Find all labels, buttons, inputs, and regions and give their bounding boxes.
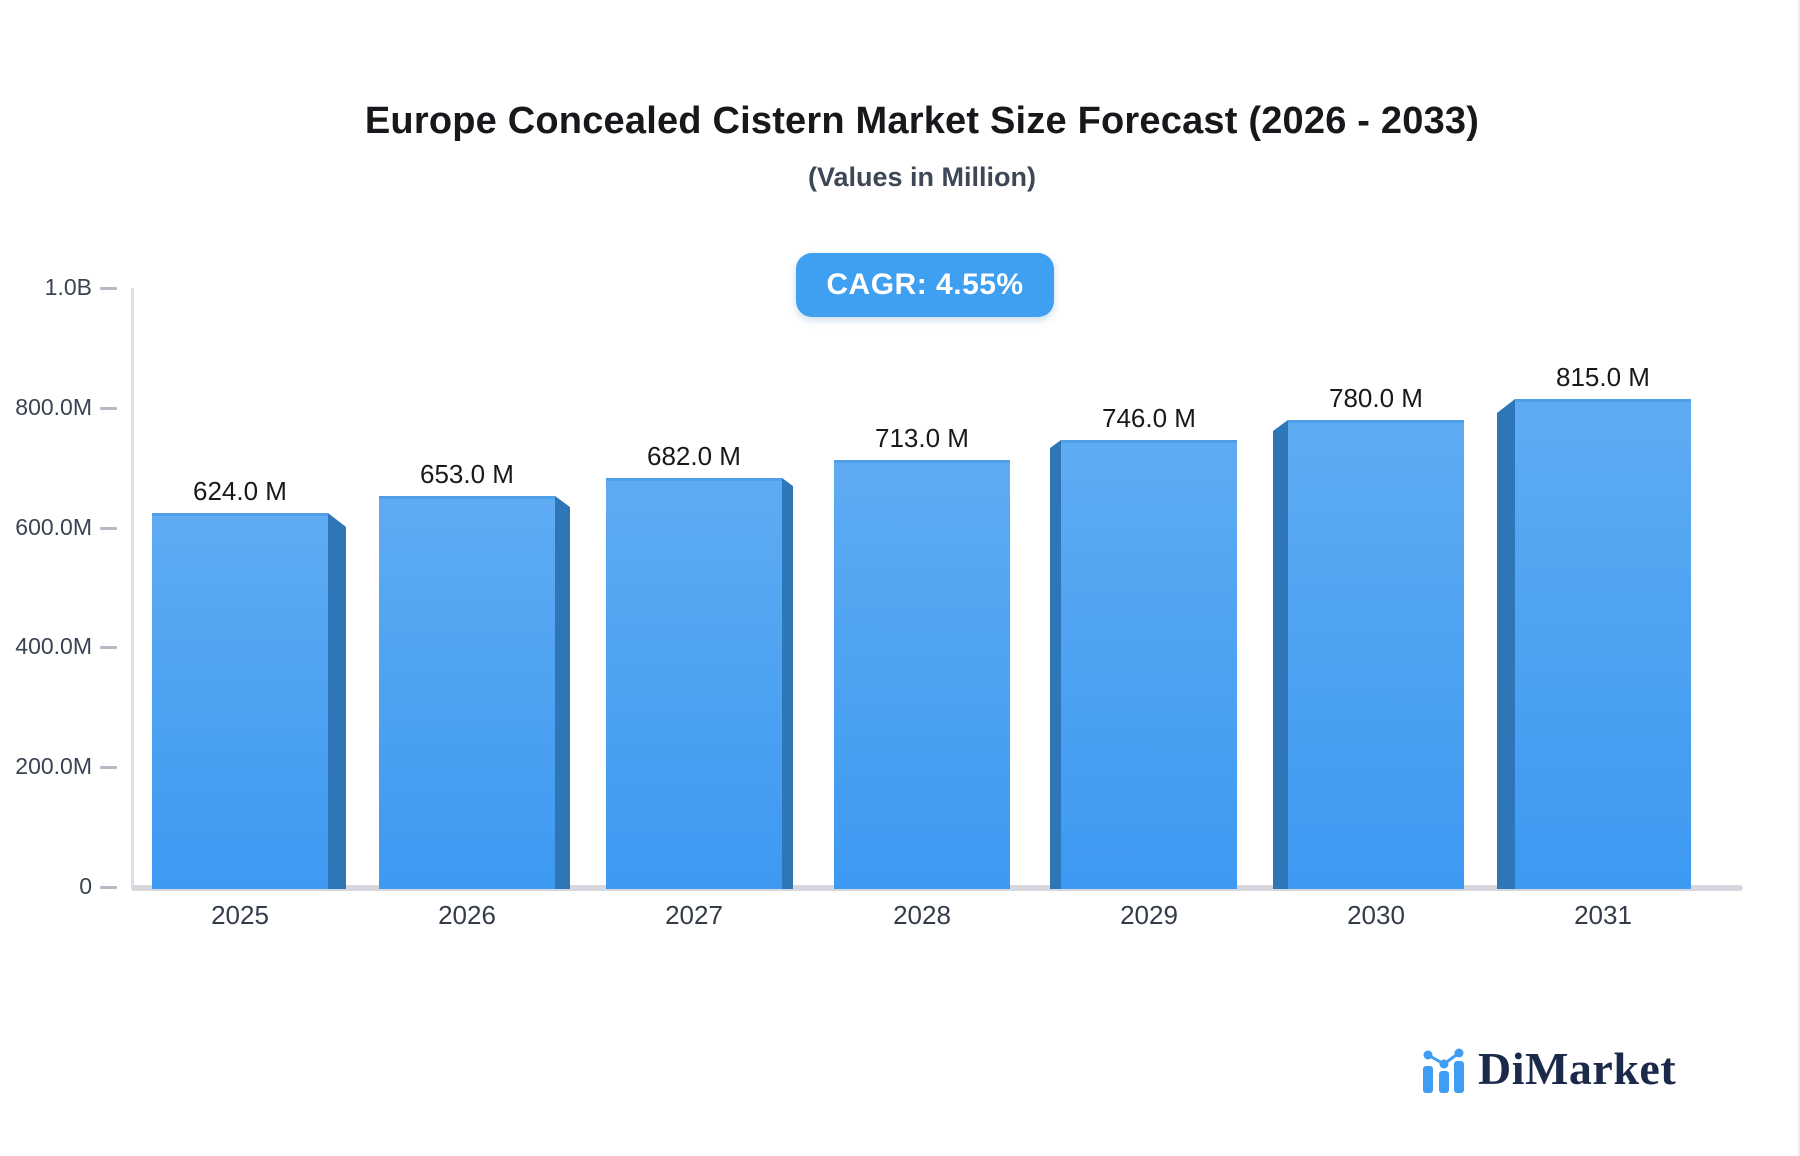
bar-side-2029 bbox=[1050, 440, 1061, 889]
bar-2026[interactable] bbox=[379, 496, 570, 889]
dimarket-logo: DiMarket bbox=[1404, 1038, 1676, 1094]
bar-face-2031 bbox=[1515, 399, 1691, 889]
bar-value-label: 780.0 M bbox=[1329, 383, 1423, 413]
bar-side-2027 bbox=[782, 478, 793, 889]
bar-2030[interactable] bbox=[1273, 420, 1464, 889]
dimarket-logo-text: DiMarket bbox=[1478, 1043, 1677, 1094]
bar-value-label: 746.0 M bbox=[1102, 403, 1196, 433]
y-axis-label: 400.0M bbox=[15, 633, 92, 659]
chart-title: Europe Concealed Cistern Market Size For… bbox=[364, 100, 1480, 142]
y-axis-tick bbox=[100, 886, 117, 889]
x-axis-label: 2030 bbox=[1347, 900, 1405, 930]
bar-2029[interactable] bbox=[1050, 440, 1237, 889]
bar-2025[interactable] bbox=[152, 513, 346, 889]
cagr-badge-row: CAGR: 4.55% bbox=[0, 253, 1800, 317]
bar-value-label: 713.0 M bbox=[875, 423, 969, 453]
bar-face-2029 bbox=[1061, 440, 1237, 889]
bar-value-label: 682.0 M bbox=[647, 441, 741, 471]
bar-2031[interactable] bbox=[1497, 399, 1691, 889]
bar-face-2030 bbox=[1288, 420, 1464, 889]
y-axis-line bbox=[131, 288, 134, 888]
y-axis-label: 800.0M bbox=[15, 394, 92, 420]
bar-side-2025 bbox=[328, 513, 346, 889]
bar-2027[interactable] bbox=[606, 478, 793, 889]
y-axis-tick bbox=[100, 527, 117, 530]
x-axis-label: 2028 bbox=[893, 900, 951, 930]
cagr-badge: CAGR: 4.55% bbox=[796, 253, 1054, 317]
bar-face-2028 bbox=[834, 460, 1010, 889]
y-axis-label: 0 bbox=[79, 873, 92, 899]
y-axis-tick bbox=[100, 287, 117, 290]
y-axis-label: 600.0M bbox=[15, 514, 92, 540]
bar-side-2030 bbox=[1273, 420, 1288, 889]
bar-side-2026 bbox=[555, 496, 570, 889]
y-axis-label: 1.0B bbox=[44, 274, 92, 300]
x-axis-label: 2026 bbox=[438, 900, 496, 930]
y-axis-tick bbox=[100, 646, 117, 649]
chart-subtitle: (Values in Million) bbox=[807, 162, 1037, 192]
x-axis-label: 2025 bbox=[211, 900, 269, 930]
x-axis-label: 2031 bbox=[1574, 900, 1632, 930]
bar-line-chart-icon bbox=[1423, 1048, 1464, 1093]
bar-2028[interactable] bbox=[834, 460, 1010, 889]
bar-value-label: 815.0 M bbox=[1556, 362, 1650, 392]
viewport-right-border bbox=[1798, 0, 1800, 1156]
bar-value-label: 653.0 M bbox=[420, 459, 514, 489]
bar-value-label: 624.0 M bbox=[193, 476, 287, 506]
bar-face-2027 bbox=[606, 478, 782, 889]
y-axis-tick bbox=[100, 766, 117, 769]
x-axis-label: 2029 bbox=[1120, 900, 1178, 930]
x-axis-label: 2027 bbox=[665, 900, 723, 930]
y-axis-tick bbox=[100, 407, 117, 410]
y-axis-label: 200.0M bbox=[15, 753, 92, 779]
bar-side-2031 bbox=[1497, 399, 1515, 889]
bar-face-2026 bbox=[379, 496, 555, 889]
bar-face-2025 bbox=[152, 513, 328, 889]
